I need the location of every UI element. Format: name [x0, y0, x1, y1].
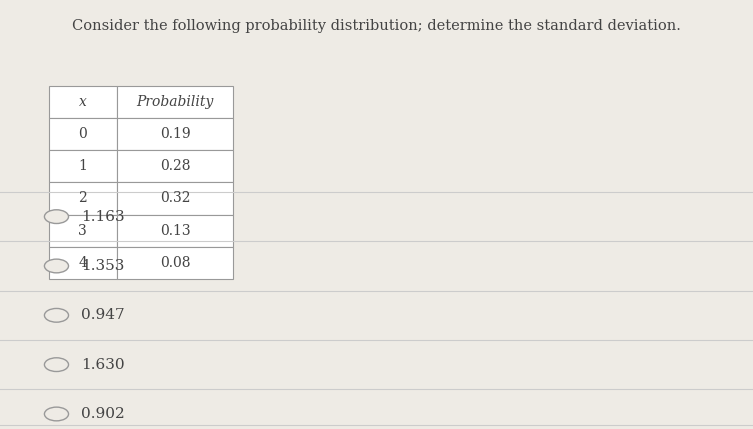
Text: 0.902: 0.902 [81, 407, 125, 421]
Circle shape [44, 358, 69, 372]
Bar [117, 214, 233, 247]
Bar [49, 214, 117, 247]
Text: 4: 4 [78, 256, 87, 270]
Bar [49, 118, 117, 150]
Text: 0: 0 [78, 127, 87, 141]
Text: 1.163: 1.163 [81, 210, 125, 224]
Text: x: x [79, 95, 87, 109]
Bar [117, 247, 233, 279]
Circle shape [44, 308, 69, 322]
Bar [49, 247, 117, 279]
Text: 0.13: 0.13 [160, 224, 191, 238]
Text: 1.630: 1.630 [81, 358, 125, 372]
Circle shape [44, 210, 69, 224]
Text: 2: 2 [78, 191, 87, 205]
Text: 0.08: 0.08 [160, 256, 191, 270]
Circle shape [44, 407, 69, 421]
Text: 1: 1 [78, 159, 87, 173]
Text: Probability: Probability [136, 95, 214, 109]
Bar [117, 182, 233, 214]
Text: 3: 3 [78, 224, 87, 238]
Bar [49, 182, 117, 214]
Bar [117, 150, 233, 182]
Text: 0.19: 0.19 [160, 127, 191, 141]
Text: 0.28: 0.28 [160, 159, 191, 173]
Bar [117, 118, 233, 150]
Text: 1.353: 1.353 [81, 259, 125, 273]
Text: 0.947: 0.947 [81, 308, 125, 322]
Bar [49, 86, 117, 118]
Text: 0.32: 0.32 [160, 191, 191, 205]
Circle shape [44, 259, 69, 273]
Bar [49, 150, 117, 182]
Bar [117, 86, 233, 118]
Text: Consider the following probability distribution; determine the standard deviatio: Consider the following probability distr… [72, 19, 681, 33]
